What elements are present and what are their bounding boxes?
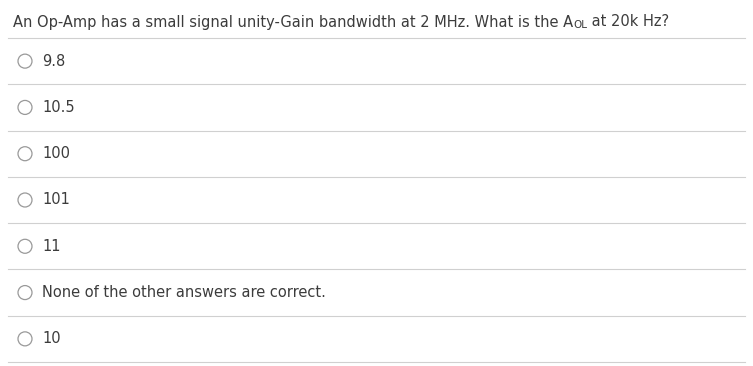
Text: 100: 100 — [42, 146, 70, 161]
Text: OL: OL — [573, 20, 587, 30]
Text: 9.8: 9.8 — [42, 54, 66, 69]
Text: 101: 101 — [42, 193, 70, 208]
Text: 11: 11 — [42, 239, 60, 254]
Text: None of the other answers are correct.: None of the other answers are correct. — [42, 285, 326, 300]
Text: 10.5: 10.5 — [42, 100, 75, 115]
Text: at 20k Hz?: at 20k Hz? — [587, 15, 669, 30]
Text: An Op-Amp has a small signal unity-Gain bandwidth at 2 MHz. What is the A: An Op-Amp has a small signal unity-Gain … — [13, 15, 573, 30]
Text: 10: 10 — [42, 331, 61, 346]
